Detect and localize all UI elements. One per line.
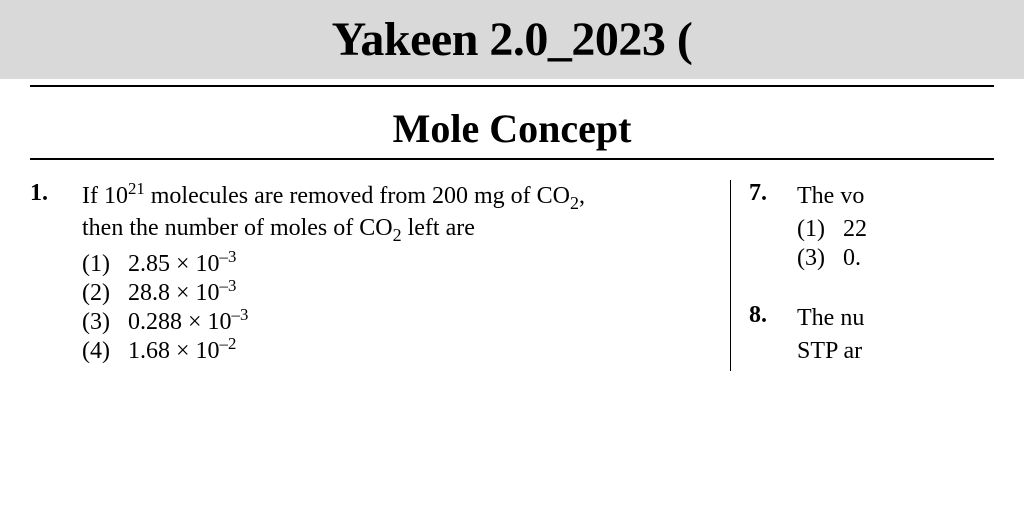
section-title: Mole Concept (0, 105, 1024, 152)
q1-text-part: If 10 (82, 183, 128, 209)
question-8: 8. The nu STP ar (749, 302, 994, 367)
q1-options: (1) 2.85 × 10–3 (2) 28.8 × 10–3 (3) 0.28… (82, 251, 712, 365)
option-number: (1) (82, 251, 128, 278)
option-value: 1.68 × 10 (128, 338, 220, 364)
option-value: 28.8 × 10 (128, 280, 220, 306)
q1-text-part: then the number of moles of CO (82, 215, 393, 241)
header-title: Yakeen 2.0_2023 ( (0, 12, 1024, 67)
header-band: Yakeen 2.0_2023 ( (0, 0, 1024, 79)
question-number: 1. (30, 180, 82, 207)
option-text: 1.68 × 10–2 (128, 338, 236, 365)
option-sup: –3 (220, 276, 237, 295)
question-7: 7. The vo (749, 180, 994, 212)
option-number: (1) (797, 216, 843, 243)
option-value: 0.288 × 10 (128, 309, 232, 335)
q1-sub: 2 (393, 225, 402, 245)
question-text: The nu STP ar (797, 302, 864, 367)
option-sup: –3 (232, 305, 249, 324)
option-text: 2.85 × 10–3 (128, 251, 236, 278)
option-value: 22 (843, 216, 867, 243)
section-rule (30, 158, 994, 160)
question-number: 7. (749, 180, 797, 207)
question-number: 8. (749, 302, 797, 329)
option-number: (3) (797, 245, 843, 272)
spacer (749, 274, 994, 302)
option-text: 0.288 × 10–3 (128, 309, 248, 336)
right-column: 7. The vo (1) 22 (3) 0. 8. The nu STP ar (730, 180, 994, 371)
option-4: (4) 1.68 × 10–2 (82, 338, 712, 365)
question-text: If 1021 molecules are removed from 200 m… (82, 180, 585, 245)
option-value: 0. (843, 245, 861, 272)
option-text: 28.8 × 10–3 (128, 280, 236, 307)
header-rule (30, 85, 994, 87)
question-text: The vo (797, 180, 864, 212)
left-column: 1. If 1021 molecules are removed from 20… (30, 180, 730, 371)
option-number: (3) (82, 309, 128, 336)
option-2: (2) 28.8 × 10–3 (82, 280, 712, 307)
option-sup: –3 (220, 247, 237, 266)
option-3: (3) 0.288 × 10–3 (82, 309, 712, 336)
q1-text-part: molecules are removed from 200 mg of CO (145, 183, 570, 209)
q8-line2: STP ar (797, 338, 862, 364)
option-1: (1) 22 (797, 216, 994, 243)
q1-sub: 2 (570, 193, 579, 213)
option-value: 2.85 × 10 (128, 251, 220, 277)
option-sup: –2 (220, 334, 237, 353)
q7-options: (1) 22 (3) 0. (797, 216, 994, 272)
option-number: (2) (82, 280, 128, 307)
option-1: (1) 2.85 × 10–3 (82, 251, 712, 278)
q8-line1: The nu (797, 305, 864, 331)
question-1: 1. If 1021 molecules are removed from 20… (30, 180, 712, 245)
q1-sup: 21 (128, 179, 145, 198)
option-3: (3) 0. (797, 245, 994, 272)
q1-text-part: left are (402, 215, 475, 241)
q1-text-part: , (579, 183, 585, 209)
content-area: 1. If 1021 molecules are removed from 20… (0, 180, 1024, 371)
option-number: (4) (82, 338, 128, 365)
